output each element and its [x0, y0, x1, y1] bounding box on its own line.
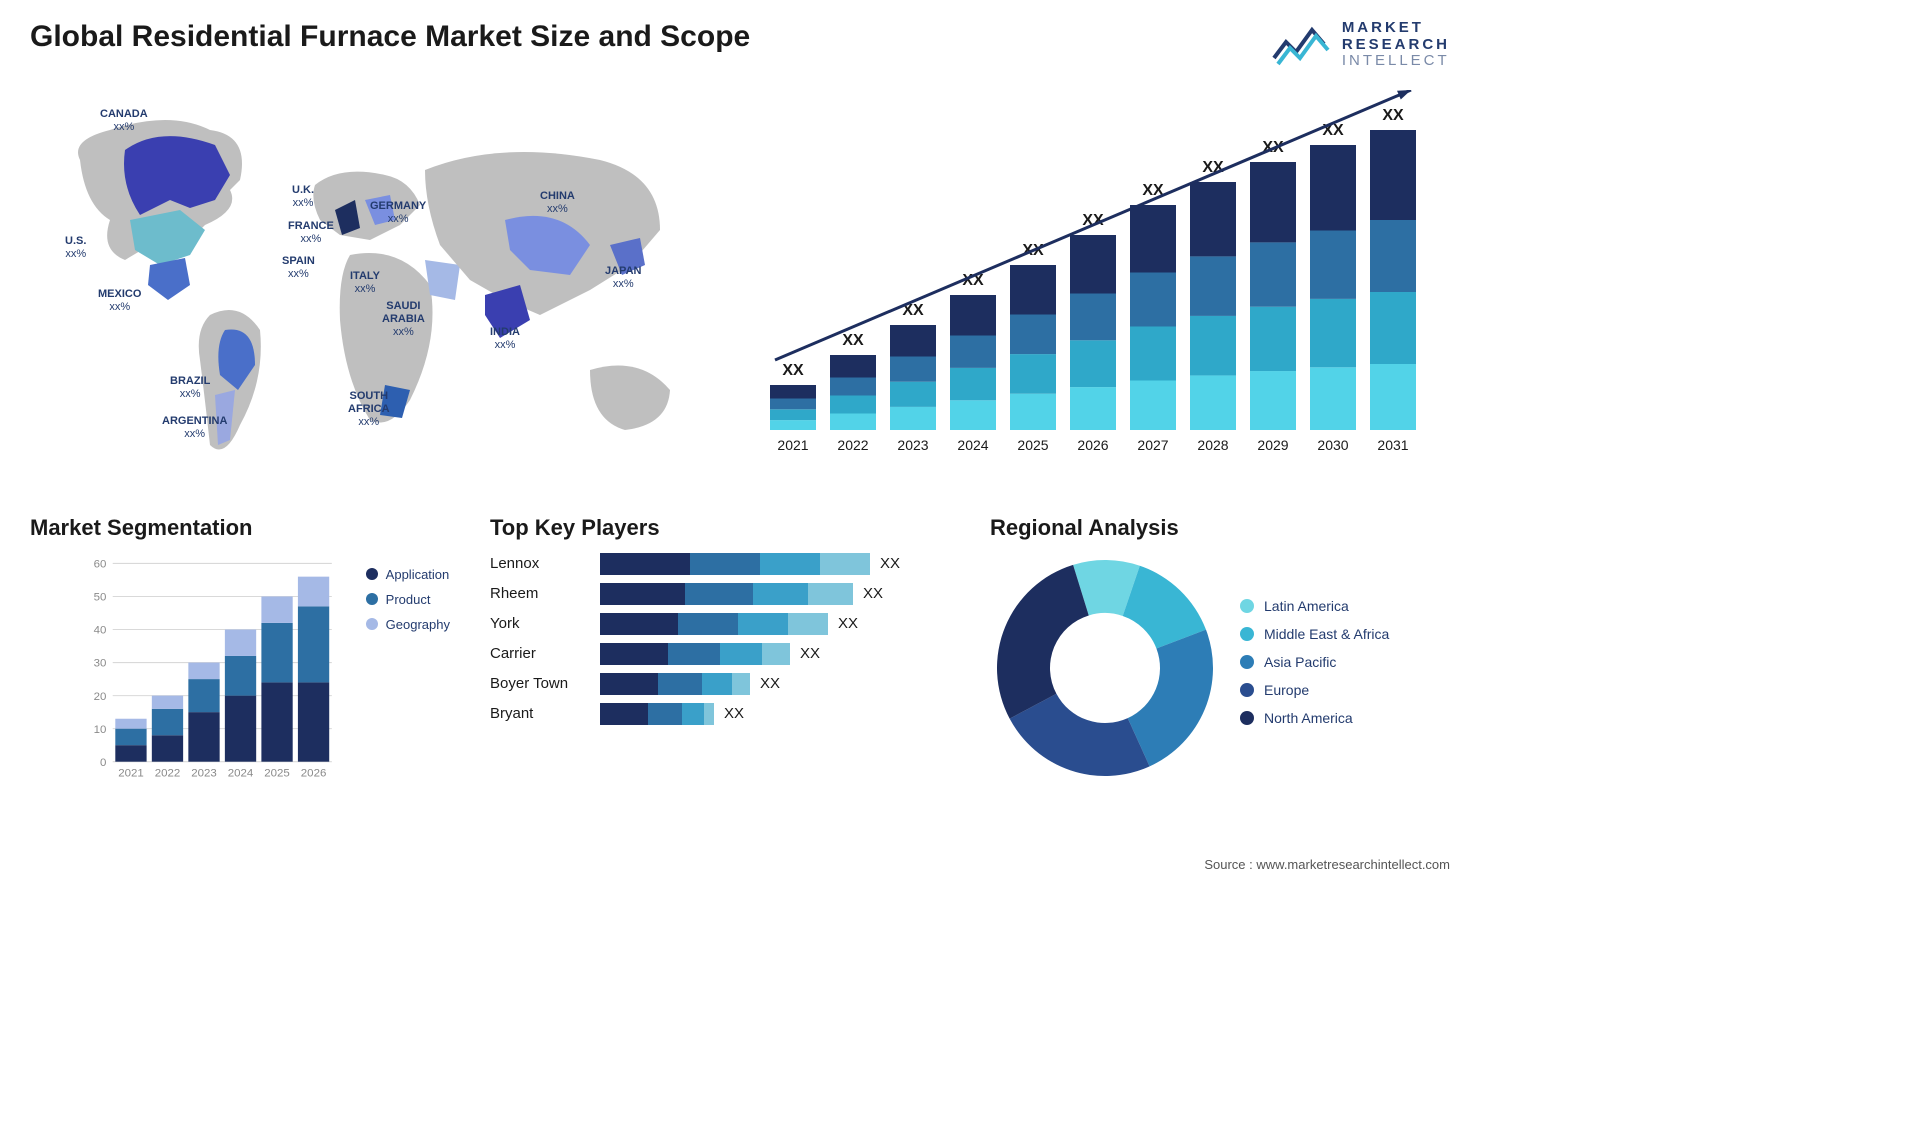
map-label: MEXICOxx%	[98, 288, 141, 314]
regional-title: Regional Analysis	[990, 515, 1450, 541]
player-row: Boyer Town XX	[490, 673, 950, 695]
logo-line2: RESEARCH	[1342, 37, 1450, 54]
map-label: SPAINxx%	[282, 255, 315, 281]
brand-logo: MARKET RESEARCH INTELLECT	[1272, 20, 1450, 70]
player-name: Bryant	[490, 705, 590, 722]
map-label: SOUTHAFRICAxx%	[348, 390, 390, 430]
key-players-list: LennoxXXRheemXXYorkXXCarrierXXBoyer Town…	[490, 553, 950, 725]
map-label: JAPANxx%	[605, 265, 641, 291]
donut-legend-item: Latin America	[1240, 598, 1389, 614]
player-row: Carrier XX	[490, 643, 950, 665]
player-value: XX	[800, 645, 820, 662]
player-value: XX	[760, 675, 780, 692]
player-row: Rheem XX	[490, 583, 950, 605]
svg-text:2028: 2028	[1197, 437, 1228, 453]
donut-legend: Latin America Middle East & Africa Asia Pa…	[1240, 598, 1389, 738]
map-label: ITALYxx%	[350, 270, 380, 296]
svg-text:40: 40	[94, 624, 107, 636]
map-label: BRAZILxx%	[170, 375, 210, 401]
svg-text:XX: XX	[782, 362, 804, 379]
svg-text:50: 50	[94, 591, 107, 603]
map-label: FRANCExx%	[288, 220, 334, 246]
svg-text:XX: XX	[1382, 107, 1404, 124]
map-label: GERMANYxx%	[370, 200, 426, 226]
player-name: Carrier	[490, 645, 590, 662]
logo-line1: MARKET	[1342, 20, 1450, 37]
svg-text:XX: XX	[842, 332, 864, 349]
segmentation-legend: Application Product Geography	[366, 567, 450, 642]
donut-legend-item: Asia Pacific	[1240, 654, 1389, 670]
page-title: Global Residential Furnace Market Size a…	[30, 20, 750, 54]
segmentation-chart: 0 10 20 30 40 50 60 2021 2022 2023 2024 2025 2026 A…	[30, 553, 450, 793]
player-value: XX	[880, 555, 900, 572]
player-name: Lennox	[490, 555, 590, 572]
svg-text:2024: 2024	[228, 767, 254, 779]
player-name: Rheem	[490, 585, 590, 602]
player-row: Lennox XX	[490, 553, 950, 575]
player-bar	[600, 643, 790, 665]
player-bar	[600, 613, 828, 635]
player-bar	[600, 553, 870, 575]
svg-text:60: 60	[94, 558, 107, 570]
svg-text:30: 30	[94, 657, 107, 669]
logo-mark-icon	[1272, 22, 1330, 68]
donut-legend-item: Middle East & Africa	[1240, 626, 1389, 642]
player-value: XX	[863, 585, 883, 602]
segmentation-legend-item: Application	[366, 567, 450, 582]
player-name: York	[490, 615, 590, 632]
svg-text:2030: 2030	[1317, 437, 1348, 453]
svg-text:2026: 2026	[1077, 437, 1108, 453]
svg-text:2023: 2023	[191, 767, 217, 779]
map-label: U.K.xx%	[292, 184, 314, 210]
player-name: Boyer Town	[490, 675, 590, 692]
regional-donut: Latin America Middle East & Africa Asia Pa…	[990, 553, 1450, 783]
svg-text:2026: 2026	[301, 767, 327, 779]
segmentation-legend-item: Product	[366, 592, 450, 607]
svg-text:2022: 2022	[837, 437, 868, 453]
svg-text:2027: 2027	[1137, 437, 1168, 453]
player-row: York XX	[490, 613, 950, 635]
segmentation-legend-item: Geography	[366, 617, 450, 632]
player-value: XX	[724, 705, 744, 722]
donut-svg	[990, 553, 1220, 783]
svg-text:2024: 2024	[957, 437, 988, 453]
map-label: INDIAxx%	[490, 326, 520, 352]
player-bar	[600, 583, 853, 605]
svg-text:0: 0	[100, 756, 106, 768]
growth-bar-chart: XX2021XX2022XX2023XX2024XX2025XX2026XX20…	[750, 90, 1450, 490]
player-bar	[600, 703, 714, 725]
svg-text:2021: 2021	[118, 767, 144, 779]
growth-chart-svg: XX2021XX2022XX2023XX2024XX2025XX2026XX20…	[750, 90, 1450, 490]
map-label: ARGENTINAxx%	[162, 415, 227, 441]
svg-text:2023: 2023	[897, 437, 928, 453]
donut-legend-item: Europe	[1240, 682, 1389, 698]
svg-text:2029: 2029	[1257, 437, 1288, 453]
source-text: Source : www.marketresearchintellect.com	[1204, 857, 1450, 872]
player-value: XX	[838, 615, 858, 632]
svg-text:2021: 2021	[777, 437, 808, 453]
donut-legend-item: North America	[1240, 710, 1389, 726]
svg-text:2025: 2025	[1017, 437, 1048, 453]
world-map: CANADAxx% U.S.xx% MEXICOxx% BRAZILxx% ARGENT…	[30, 90, 730, 490]
map-label: CANADAxx%	[100, 108, 148, 134]
map-label: CHINAxx%	[540, 190, 575, 216]
svg-text:2022: 2022	[155, 767, 181, 779]
player-bar	[600, 673, 750, 695]
logo-line3: INTELLECT	[1342, 53, 1450, 70]
svg-text:2025: 2025	[264, 767, 290, 779]
segmentation-title: Market Segmentation	[30, 515, 450, 541]
key-players-title: Top Key Players	[490, 515, 950, 541]
map-label: SAUDIARABIAxx%	[382, 300, 425, 340]
svg-text:10: 10	[94, 723, 107, 735]
svg-text:20: 20	[94, 690, 107, 702]
svg-text:2031: 2031	[1377, 437, 1408, 453]
player-row: Bryant XX	[490, 703, 950, 725]
map-label: U.S.xx%	[65, 235, 86, 261]
